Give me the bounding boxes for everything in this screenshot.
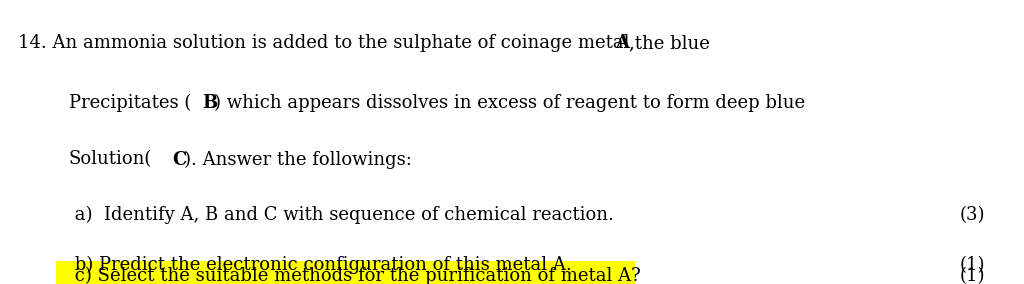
Text: Solution(: Solution( [69,151,152,168]
Text: c) Select the suitable methods for the purification of metal A?: c) Select the suitable methods for the p… [69,267,640,284]
Text: ). Answer the followings:: ). Answer the followings: [184,151,413,169]
Text: ,the blue: ,the blue [629,34,710,52]
Text: A: A [615,34,630,52]
Text: ) which appears dissolves in excess of reagent to form deep blue: ) which appears dissolves in excess of r… [214,94,805,112]
Text: Precipitates (: Precipitates ( [69,94,191,112]
Text: a)  Identify A, B and C with sequence of chemical reaction.: a) Identify A, B and C with sequence of … [69,206,613,224]
Text: (1): (1) [959,267,985,284]
Text: (1): (1) [959,256,985,273]
Text: (3): (3) [959,206,985,224]
Text: B: B [202,94,217,112]
Text: b) Predict the electronic configuration of this metal A.: b) Predict the electronic configuration … [69,256,571,274]
FancyBboxPatch shape [56,261,635,284]
Text: 14. An ammonia solution is added to the sulphate of coinage metal: 14. An ammonia solution is added to the … [18,34,636,52]
Text: C: C [172,151,186,168]
